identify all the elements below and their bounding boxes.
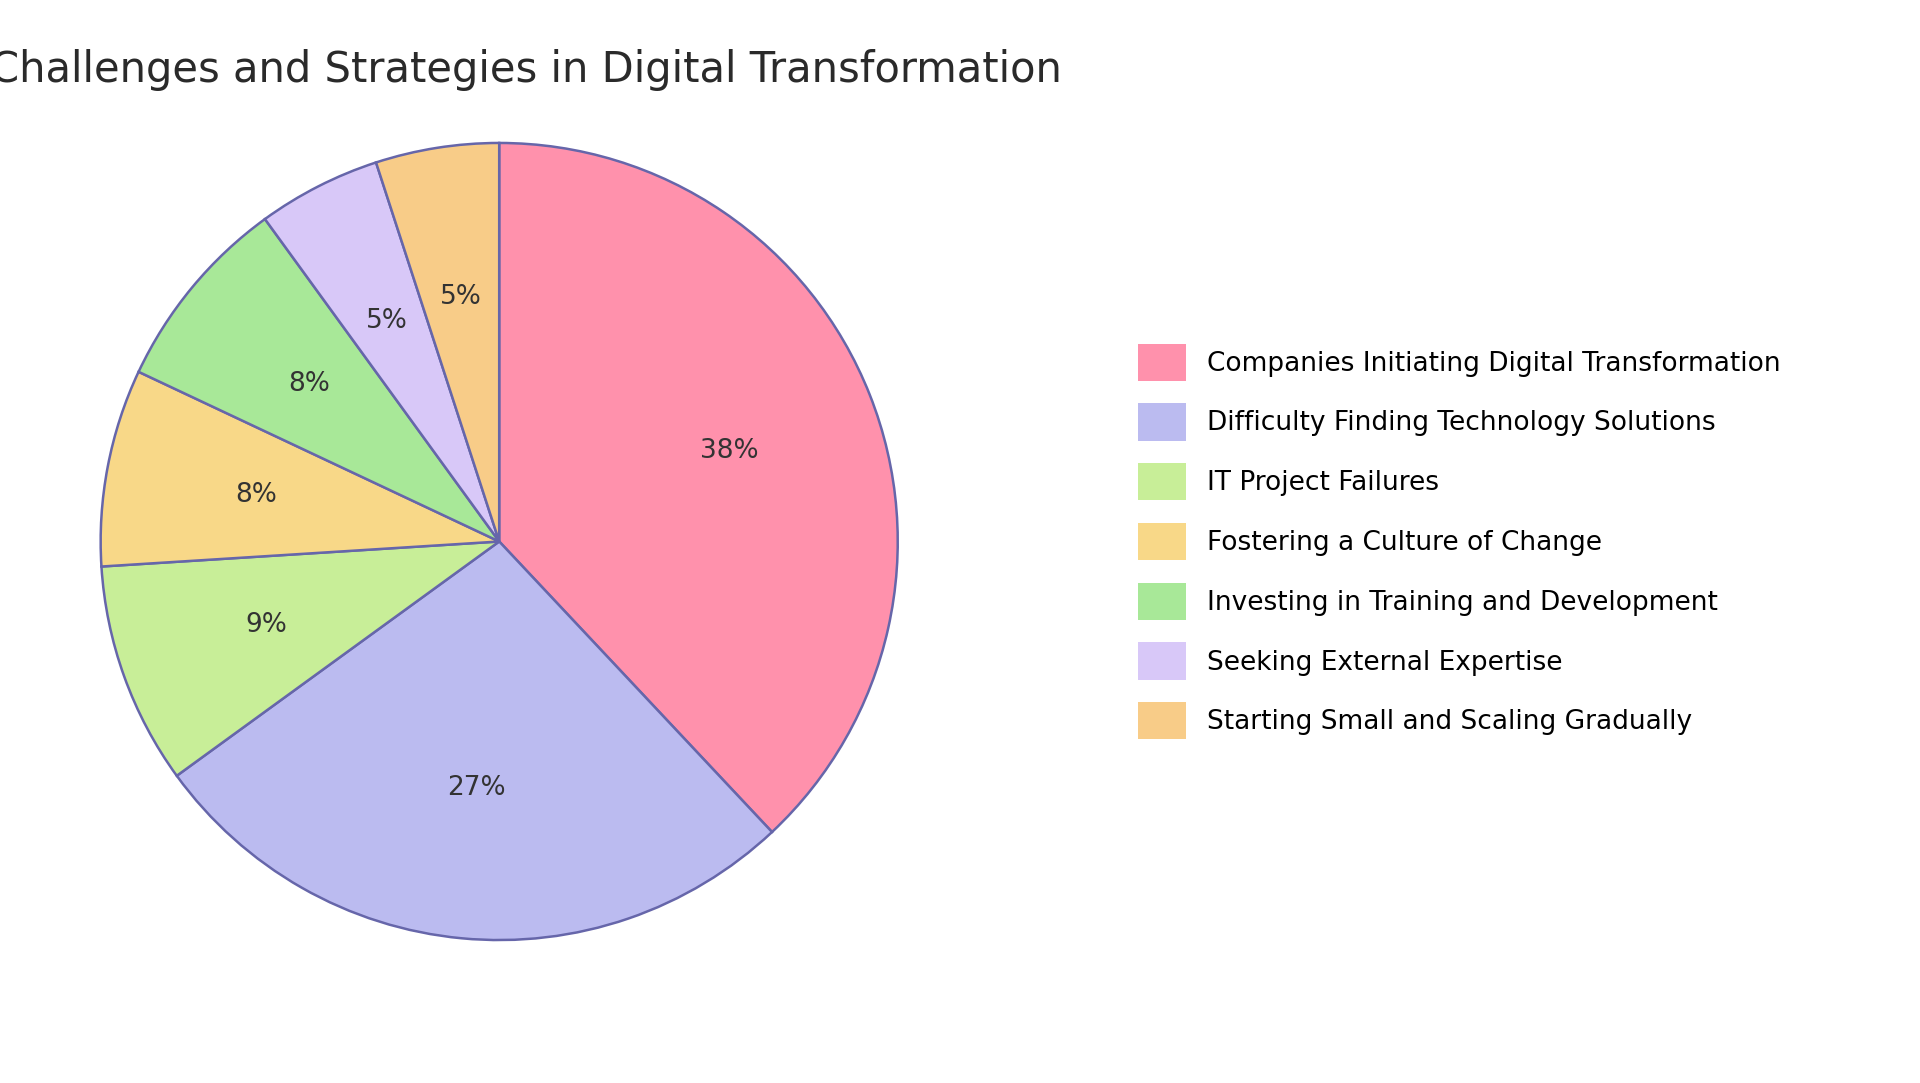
Wedge shape (265, 162, 499, 542)
Text: 8%: 8% (288, 371, 330, 397)
Wedge shape (102, 542, 499, 775)
Wedge shape (499, 143, 899, 832)
Text: 8%: 8% (236, 482, 276, 508)
Wedge shape (376, 143, 499, 542)
Text: 5%: 5% (367, 309, 407, 335)
Wedge shape (177, 542, 772, 940)
Wedge shape (138, 219, 499, 542)
Text: Challenges and Strategies in Digital Transformation: Challenges and Strategies in Digital Tra… (0, 49, 1062, 91)
Text: 38%: 38% (699, 438, 758, 464)
Legend: Companies Initiating Digital Transformation, Difficulty Finding Technology Solut: Companies Initiating Digital Transformat… (1139, 343, 1780, 740)
Text: 9%: 9% (246, 612, 288, 638)
Wedge shape (100, 371, 499, 566)
Text: 27%: 27% (447, 774, 505, 800)
Text: 5%: 5% (440, 285, 482, 311)
